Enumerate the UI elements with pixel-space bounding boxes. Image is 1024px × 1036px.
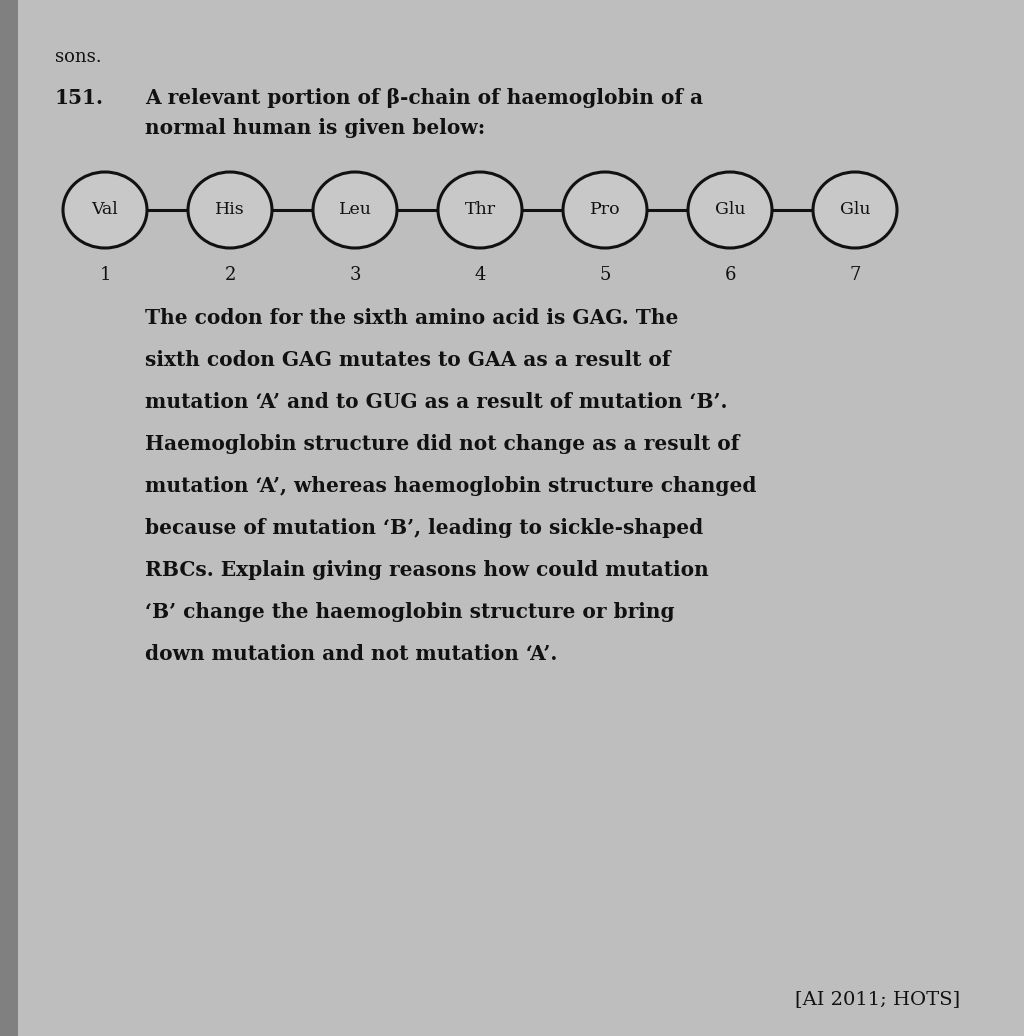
Text: mutation ‘A’ and to GUG as a result of mutation ‘B’.: mutation ‘A’ and to GUG as a result of m… <box>145 392 727 412</box>
Text: [AI 2011; HOTS]: [AI 2011; HOTS] <box>795 990 961 1008</box>
Text: His: His <box>215 201 245 219</box>
Text: Glu: Glu <box>840 201 870 219</box>
Text: 6: 6 <box>724 266 736 284</box>
Text: Val: Val <box>91 201 119 219</box>
Text: Leu: Leu <box>339 201 372 219</box>
Text: A relevant portion of β-chain of haemoglobin of a: A relevant portion of β-chain of haemogl… <box>145 88 703 108</box>
Ellipse shape <box>438 172 522 248</box>
Text: 4: 4 <box>474 266 485 284</box>
Text: because of mutation ‘B’, leading to sickle-shaped: because of mutation ‘B’, leading to sick… <box>145 518 703 538</box>
Text: Glu: Glu <box>715 201 745 219</box>
Text: The codon for the sixth amino acid is GAG. The: The codon for the sixth amino acid is GA… <box>145 308 678 328</box>
Text: normal human is given below:: normal human is given below: <box>145 118 485 138</box>
Text: 3: 3 <box>349 266 360 284</box>
Text: Pro: Pro <box>590 201 621 219</box>
Text: ‘B’ change the haemoglobin structure or bring: ‘B’ change the haemoglobin structure or … <box>145 602 675 622</box>
Text: sons.: sons. <box>55 48 101 66</box>
Ellipse shape <box>313 172 397 248</box>
Ellipse shape <box>813 172 897 248</box>
Text: mutation ‘A’, whereas haemoglobin structure changed: mutation ‘A’, whereas haemoglobin struct… <box>145 476 757 496</box>
Bar <box>0 0 18 1036</box>
Text: down mutation and not mutation ‘A’.: down mutation and not mutation ‘A’. <box>145 644 557 664</box>
Text: 1: 1 <box>99 266 111 284</box>
Ellipse shape <box>63 172 147 248</box>
Ellipse shape <box>188 172 272 248</box>
Text: RBCs. Explain giving reasons how could mutation: RBCs. Explain giving reasons how could m… <box>145 560 709 580</box>
Text: 5: 5 <box>599 266 610 284</box>
Ellipse shape <box>688 172 772 248</box>
Text: 2: 2 <box>224 266 236 284</box>
Text: Haemoglobin structure did not change as a result of: Haemoglobin structure did not change as … <box>145 434 739 454</box>
Text: Thr: Thr <box>465 201 496 219</box>
Text: 151.: 151. <box>55 88 104 108</box>
Ellipse shape <box>563 172 647 248</box>
Text: sixth codon GAG mutates to GAA as a result of: sixth codon GAG mutates to GAA as a resu… <box>145 350 671 370</box>
Text: 7: 7 <box>849 266 861 284</box>
